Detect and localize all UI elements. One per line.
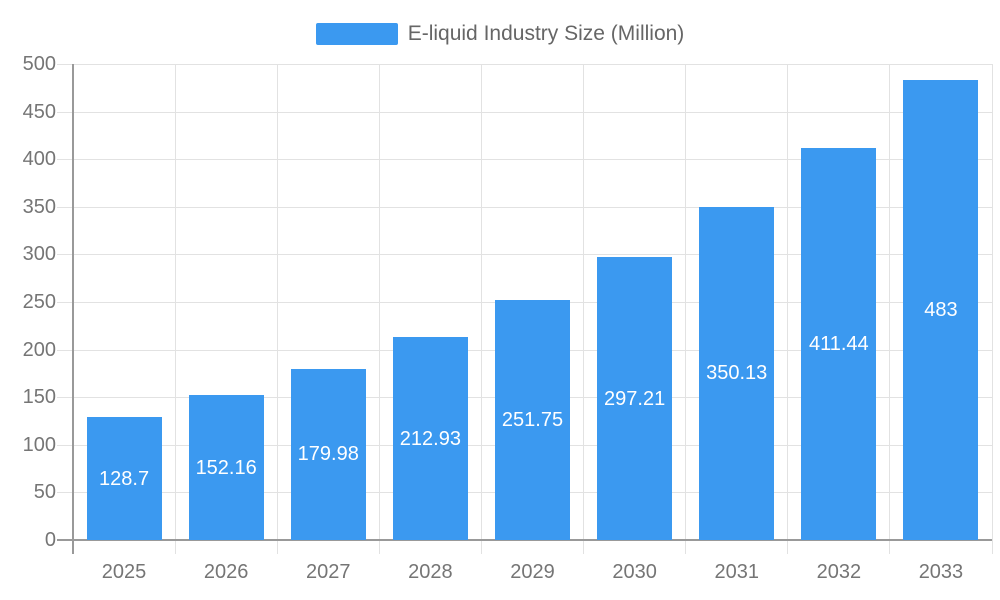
y-axis-tick-label: 50 (33, 481, 56, 504)
y-axis-tick-label: 500 (22, 53, 56, 75)
y-axis-tick-label: 450 (22, 100, 56, 123)
gridline-horizontal (57, 64, 992, 65)
gridline-vertical (174, 64, 176, 554)
bar[interactable] (392, 337, 468, 540)
gridline-horizontal (57, 254, 992, 256)
x-axis-tick-label: 2025 (101, 561, 147, 583)
legend-label: E-liquid Industry Size (Million) (407, 22, 685, 45)
y-axis-tick-label: 100 (22, 433, 56, 456)
gridline-vertical (583, 64, 585, 554)
y-axis-tick-label: 400 (22, 148, 56, 171)
gridline-vertical (685, 64, 687, 554)
gridline-horizontal (57, 206, 992, 208)
bar[interactable] (188, 395, 264, 540)
x-axis-tick-label: 2029 (510, 561, 555, 583)
gridline-vertical (276, 64, 278, 554)
y-axis-tick-label: 200 (22, 338, 56, 361)
legend-marker-swatch (315, 23, 398, 45)
x-axis-tick-label: 2026 (203, 561, 249, 583)
bar[interactable] (290, 368, 366, 540)
x-axis-line (57, 539, 992, 541)
bar[interactable] (903, 80, 979, 540)
gridline-vertical (787, 64, 789, 554)
y-axis-tick-label: 0 (44, 529, 56, 551)
gridline-horizontal (57, 111, 992, 113)
gridline-vertical (378, 64, 380, 554)
x-axis-tick-label: 2027 (306, 561, 351, 583)
plot-area: 0 50 100 150 200 250 300 350 400 450 500 128.7 2025 1… (23, 53, 993, 583)
y-axis-tick-label: 150 (22, 386, 56, 409)
gridline-vertical (480, 64, 482, 554)
bar[interactable] (495, 300, 570, 540)
x-axis-tick-label: 2033 (918, 561, 964, 583)
x-axis-tick-label: 2030 (612, 561, 657, 583)
bar[interactable] (597, 257, 673, 540)
bar[interactable] (86, 417, 162, 540)
gridline-horizontal (57, 159, 992, 161)
legend[interactable]: E-liquid Industry Size (Million) (0, 23, 1000, 45)
x-axis-tick-label: 2031 (714, 561, 759, 583)
gridline-vertical (889, 64, 891, 554)
bar[interactable] (801, 148, 877, 540)
y-axis-tick-label: 300 (22, 243, 56, 266)
y-axis-tick-label: 350 (22, 195, 56, 218)
bar[interactable] (699, 206, 775, 540)
x-axis-tick-label: 2028 (408, 561, 453, 583)
y-axis-line (72, 64, 74, 554)
gridline-vertical (991, 64, 993, 554)
y-axis-tick-label: 250 (22, 291, 56, 313)
x-axis-tick-label: 2032 (816, 561, 862, 583)
